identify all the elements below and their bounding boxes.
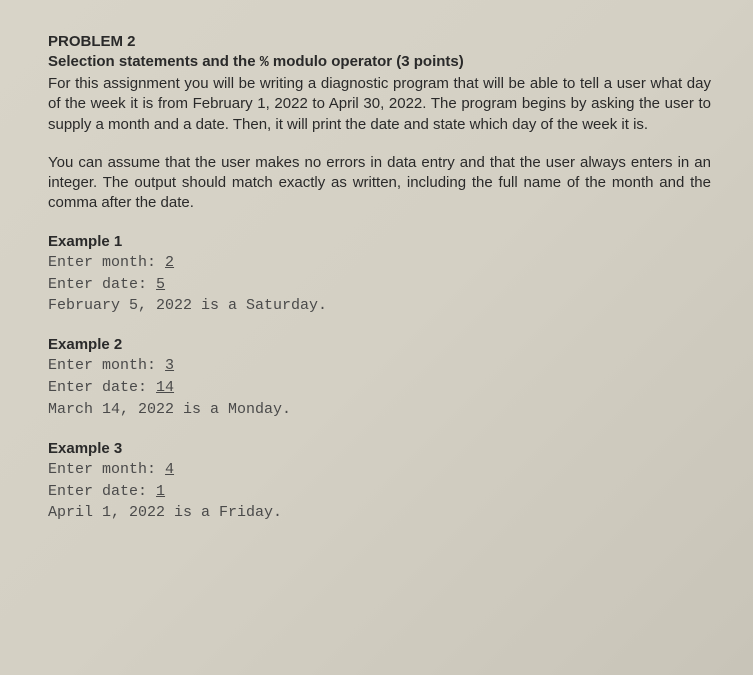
example-title: Example 3	[48, 439, 711, 459]
example-title: Example 2	[48, 335, 711, 355]
date-prompt: Enter date:	[48, 483, 156, 500]
example-line-date: Enter date: 5	[48, 274, 711, 296]
month-prompt: Enter month:	[48, 357, 165, 374]
month-input-value: 4	[165, 461, 174, 478]
example-line-date: Enter date: 1	[48, 481, 711, 503]
example-line-month: Enter month: 2	[48, 252, 711, 274]
example-line-date: Enter date: 14	[48, 377, 711, 399]
paragraph-1: For this assignment you will be writing …	[48, 74, 711, 135]
example-block: Example 3 Enter month: 4 Enter date: 1 A…	[48, 439, 711, 525]
example-result: February 5, 2022 is a Saturday.	[48, 295, 711, 317]
month-input-value: 2	[165, 254, 174, 271]
problem-subtitle: Selection statements and the % modulo op…	[48, 52, 711, 74]
subtitle-prefix: Selection statements and the	[48, 53, 260, 70]
modulo-operator: %	[260, 54, 269, 71]
month-prompt: Enter month:	[48, 461, 165, 478]
month-input-value: 3	[165, 357, 174, 374]
problem-page: PROBLEM 2 Selection statements and the %…	[0, 0, 753, 562]
example-block: Example 2 Enter month: 3 Enter date: 14 …	[48, 335, 711, 421]
month-prompt: Enter month:	[48, 254, 165, 271]
date-input-value: 1	[156, 483, 165, 500]
date-input-value: 14	[156, 379, 174, 396]
example-line-month: Enter month: 3	[48, 355, 711, 377]
example-block: Example 1 Enter month: 2 Enter date: 5 F…	[48, 232, 711, 318]
date-prompt: Enter date:	[48, 276, 156, 293]
subtitle-suffix: modulo operator (3 points)	[269, 53, 464, 70]
paragraph-2: You can assume that the user makes no er…	[48, 153, 711, 214]
example-result: April 1, 2022 is a Friday.	[48, 502, 711, 524]
example-line-month: Enter month: 4	[48, 459, 711, 481]
example-title: Example 1	[48, 232, 711, 252]
date-prompt: Enter date:	[48, 379, 156, 396]
problem-title: PROBLEM 2	[48, 32, 711, 52]
date-input-value: 5	[156, 276, 165, 293]
example-result: March 14, 2022 is a Monday.	[48, 399, 711, 421]
